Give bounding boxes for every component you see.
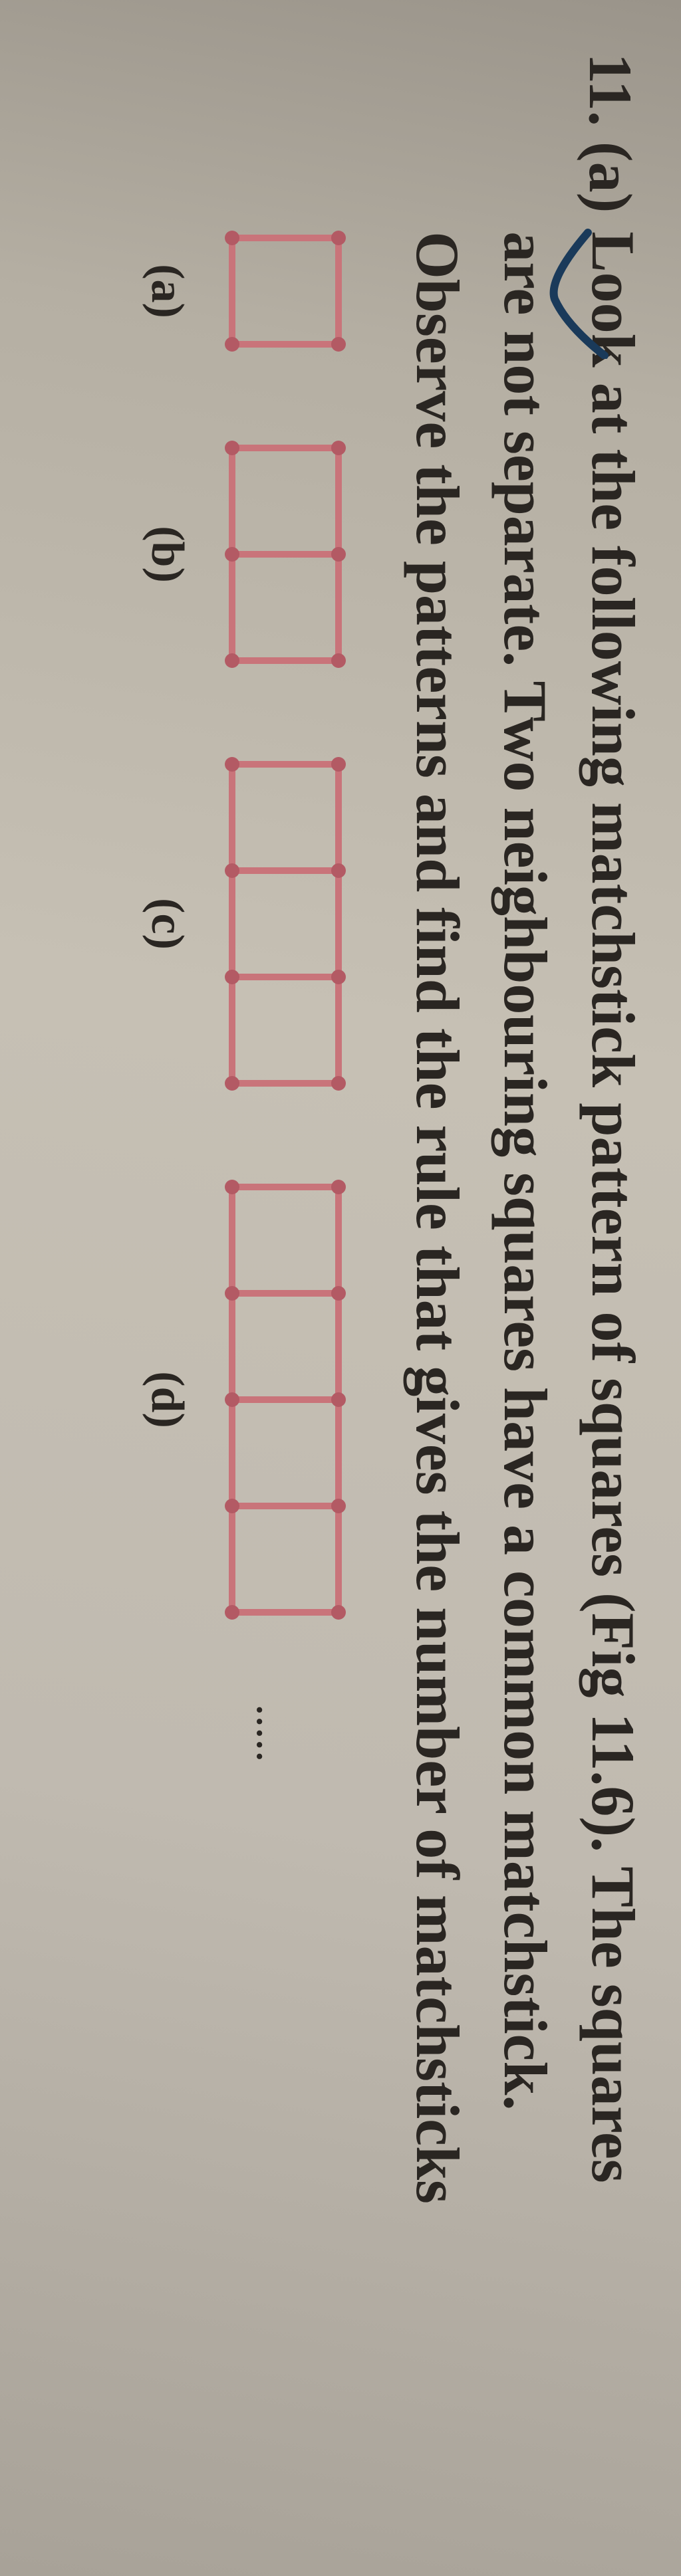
figure-group: (a) — [140, 226, 350, 356]
question-text: Look at the following matchstick pattern… — [390, 231, 654, 2536]
content-area: 11. (a) Look at the following matchstick… — [140, 53, 654, 2536]
question-number: 11. (a) — [569, 53, 654, 213]
question-line-3: Observe the patterns and find the rule t… — [396, 231, 478, 2536]
figure-label: (c) — [140, 898, 194, 950]
matchstick-figure — [220, 436, 350, 673]
page-surface: 11. (a) Look at the following matchstick… — [0, 0, 681, 2576]
question-block: 11. (a) Look at the following matchstick… — [390, 53, 654, 2536]
figure-group: (c) — [140, 752, 350, 1095]
figure-group: (d) — [140, 1175, 350, 1624]
question-line-2: are not separate. Two neighbouring squar… — [484, 231, 567, 2536]
figure-group: (b) — [140, 436, 350, 673]
figures-row: (a) (b) (c) (d)..... — [140, 226, 350, 2536]
matchstick-figure — [220, 752, 350, 1095]
matchstick-figure — [220, 226, 350, 356]
qn-text: 11. — [577, 53, 644, 126]
question-line-1: Look at the following matchstick pattern… — [572, 231, 654, 2536]
matchstick-figure — [220, 1175, 350, 1624]
trailing-dots: ..... — [245, 1704, 299, 1763]
figure-label: (d) — [140, 1371, 194, 1428]
figure-label: (a) — [140, 264, 194, 318]
figure-label: (b) — [140, 526, 194, 583]
qn-part: (a) — [577, 142, 644, 213]
